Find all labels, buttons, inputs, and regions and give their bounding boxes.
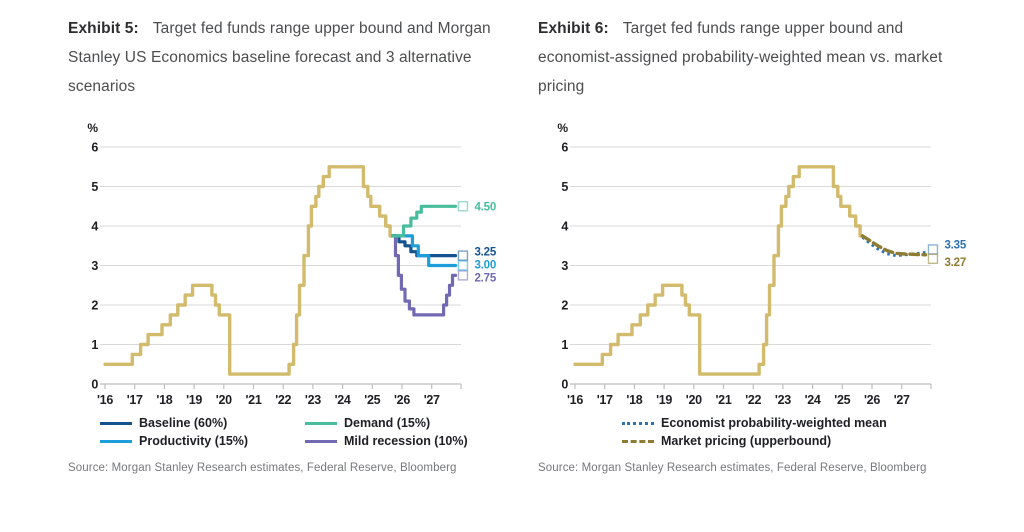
x-tick-label-20: '20 — [216, 393, 232, 407]
legend-label-baseline-60: Baseline (60%) — [139, 416, 228, 430]
y-tick-label-6: 6 — [91, 141, 98, 155]
y-tick-label-5: 5 — [561, 180, 568, 194]
series-line-mild-recession-10 — [390, 234, 458, 317]
exhibit-5-title-text: Target fed funds range upper bound and M… — [68, 20, 491, 95]
y-tick-label-4: 4 — [561, 220, 568, 234]
exhibit-6-title: Exhibit 6: Target fed funds range upper b… — [538, 14, 978, 101]
legend-swatch-demand-15 — [305, 421, 337, 425]
x-tick-label-27: '27 — [894, 393, 910, 407]
legend-item-economist-probability-weighted-mean: Economist probability-weighted mean — [622, 416, 998, 430]
y-tick-label-3: 3 — [561, 259, 568, 273]
end-marker-economist-probability-weighted-mean — [927, 244, 939, 255]
end-marker-baseline-60 — [457, 250, 469, 261]
series-line-demand-15 — [390, 204, 458, 238]
x-tick-label-25: '25 — [364, 393, 380, 407]
end-value-label-market-pricing-upperbound: 3.27 — [944, 257, 966, 269]
end-value-label-demand-15: 4.50 — [474, 201, 496, 213]
legend-label-mild-recession-10: Mild recession (10%) — [344, 434, 468, 448]
x-tick-label-20: '20 — [686, 393, 702, 407]
end-value-label-mild-recession-10: 2.75 — [474, 272, 496, 284]
legend-swatch-mild-recession-10 — [305, 439, 337, 443]
x-tick-label-23: '23 — [305, 393, 321, 407]
x-tick-label-17: '17 — [127, 393, 143, 407]
exhibit-5-chart: 0 1 2 3 4 5 6% '16 '17 '18 '19 '20 '21 '22 '23 '24 '25 '2… — [68, 107, 528, 414]
legend-swatch-market-pricing-upperbound — [622, 439, 654, 443]
y-tick-label-1: 1 — [91, 338, 98, 352]
legend-label-market-pricing-upperbound: Market pricing (upperbound) — [661, 434, 832, 448]
x-tick-label-25: '25 — [834, 393, 850, 407]
x-tick-label-24: '24 — [335, 393, 351, 407]
legend-label-demand-15: Demand (15%) — [344, 416, 431, 430]
x-tick-label-24: '24 — [805, 393, 821, 407]
series-line-target-fed-funds-upper-bound-history — [103, 165, 395, 376]
legend-item-productivity-15: Productivity (15%) — [100, 434, 305, 448]
legend-swatch-economist-probability-weighted-mean — [622, 421, 654, 425]
exhibit-6-legend: Economist probability-weighted mean Marke… — [622, 416, 998, 448]
y-axis-unit-label: % — [557, 121, 568, 135]
y-tick-label-5: 5 — [91, 180, 98, 194]
x-tick-label-26: '26 — [394, 393, 410, 407]
x-tick-label-22: '22 — [745, 393, 761, 407]
legend-item-baseline-60: Baseline (60%) — [100, 416, 305, 430]
end-value-label-productivity-15: 3.00 — [474, 260, 496, 272]
y-tick-label-0: 0 — [561, 378, 568, 392]
exhibit-5-title: Exhibit 5: Target fed funds range upper b… — [68, 14, 508, 101]
end-value-label-economist-probability-weighted-mean: 3.35 — [944, 239, 966, 251]
y-axis-unit-label: % — [87, 121, 98, 135]
exhibit-5-source: Source: Morgan Stanley Research estimate… — [68, 462, 457, 474]
x-tick-label-19: '19 — [186, 393, 202, 407]
x-tick-label-23: '23 — [775, 393, 791, 407]
exhibit-6-source: Source: Morgan Stanley Research estimate… — [538, 462, 927, 474]
exhibit-6-label: Exhibit 6: — [538, 20, 609, 37]
legend-item-demand-15: Demand (15%) — [305, 416, 528, 430]
end-marker-market-pricing-upperbound — [927, 253, 939, 265]
legend-item-market-pricing-upperbound: Market pricing (upperbound) — [622, 434, 998, 448]
x-tick-label-21: '21 — [716, 393, 732, 407]
end-marker-demand-15 — [457, 201, 469, 212]
x-tick-label-26: '26 — [864, 393, 880, 407]
exhibit-6-panel: Exhibit 6: Target fed funds range upper b… — [538, 14, 998, 532]
series-line-baseline-60 — [390, 234, 458, 258]
exhibit-5-panel: Exhibit 5: Target fed funds range upper b… — [68, 14, 528, 532]
x-tick-label-17: '17 — [597, 393, 613, 407]
x-tick-label-19: '19 — [656, 393, 672, 407]
legend-label-economist-probability-weighted-mean: Economist probability-weighted mean — [661, 416, 887, 430]
series-line-target-fed-funds-upper-bound-history — [573, 165, 865, 376]
fed-funds-market-pricing-chart: 0 1 2 3 4 5 6% '16 '17 '18 '19 '20 '21 '22 '23 '24 '25 '2… — [557, 121, 967, 407]
x-tick-label-16: '16 — [97, 393, 113, 407]
legend-swatch-productivity-15 — [100, 439, 132, 443]
x-tick-label-27: '27 — [424, 393, 440, 407]
series-line-productivity-15 — [390, 234, 458, 268]
legend-label-productivity-15: Productivity (15%) — [139, 434, 249, 448]
x-tick-label-22: '22 — [275, 393, 291, 407]
end-marker-productivity-15 — [457, 260, 469, 271]
y-tick-label-3: 3 — [91, 259, 98, 273]
y-tick-label-4: 4 — [91, 220, 98, 234]
y-tick-label-2: 2 — [561, 299, 568, 313]
legend-swatch-baseline-60 — [100, 421, 132, 425]
legend-item-mild-recession-10: Mild recession (10%) — [305, 434, 528, 448]
exhibit-6-chart: 0 1 2 3 4 5 6% '16 '17 '18 '19 '20 '21 '22 '23 '24 '25 '2… — [538, 107, 998, 414]
x-tick-label-21: '21 — [246, 393, 262, 407]
x-tick-label-16: '16 — [567, 393, 583, 407]
x-tick-label-18: '18 — [626, 393, 642, 407]
y-tick-label-2: 2 — [91, 299, 98, 313]
y-tick-label-1: 1 — [561, 338, 568, 352]
y-tick-label-0: 0 — [91, 378, 98, 392]
exhibit-6-title-text: Target fed funds range upper bound and e… — [538, 20, 943, 95]
exhibit-5-label: Exhibit 5: — [68, 20, 139, 37]
series-line-market-pricing-upperbound — [860, 234, 928, 257]
x-tick-label-18: '18 — [156, 393, 172, 407]
exhibit-5-legend: Baseline (60%) Demand (15%) Productivity (… — [100, 416, 528, 448]
fed-funds-scenarios-chart: 0 1 2 3 4 5 6% '16 '17 '18 '19 '20 '21 '22 '23 '24 '25 '2… — [87, 121, 497, 407]
y-tick-label-6: 6 — [561, 141, 568, 155]
end-marker-mild-recession-10 — [457, 270, 469, 281]
end-value-label-baseline-60: 3.25 — [474, 247, 496, 259]
